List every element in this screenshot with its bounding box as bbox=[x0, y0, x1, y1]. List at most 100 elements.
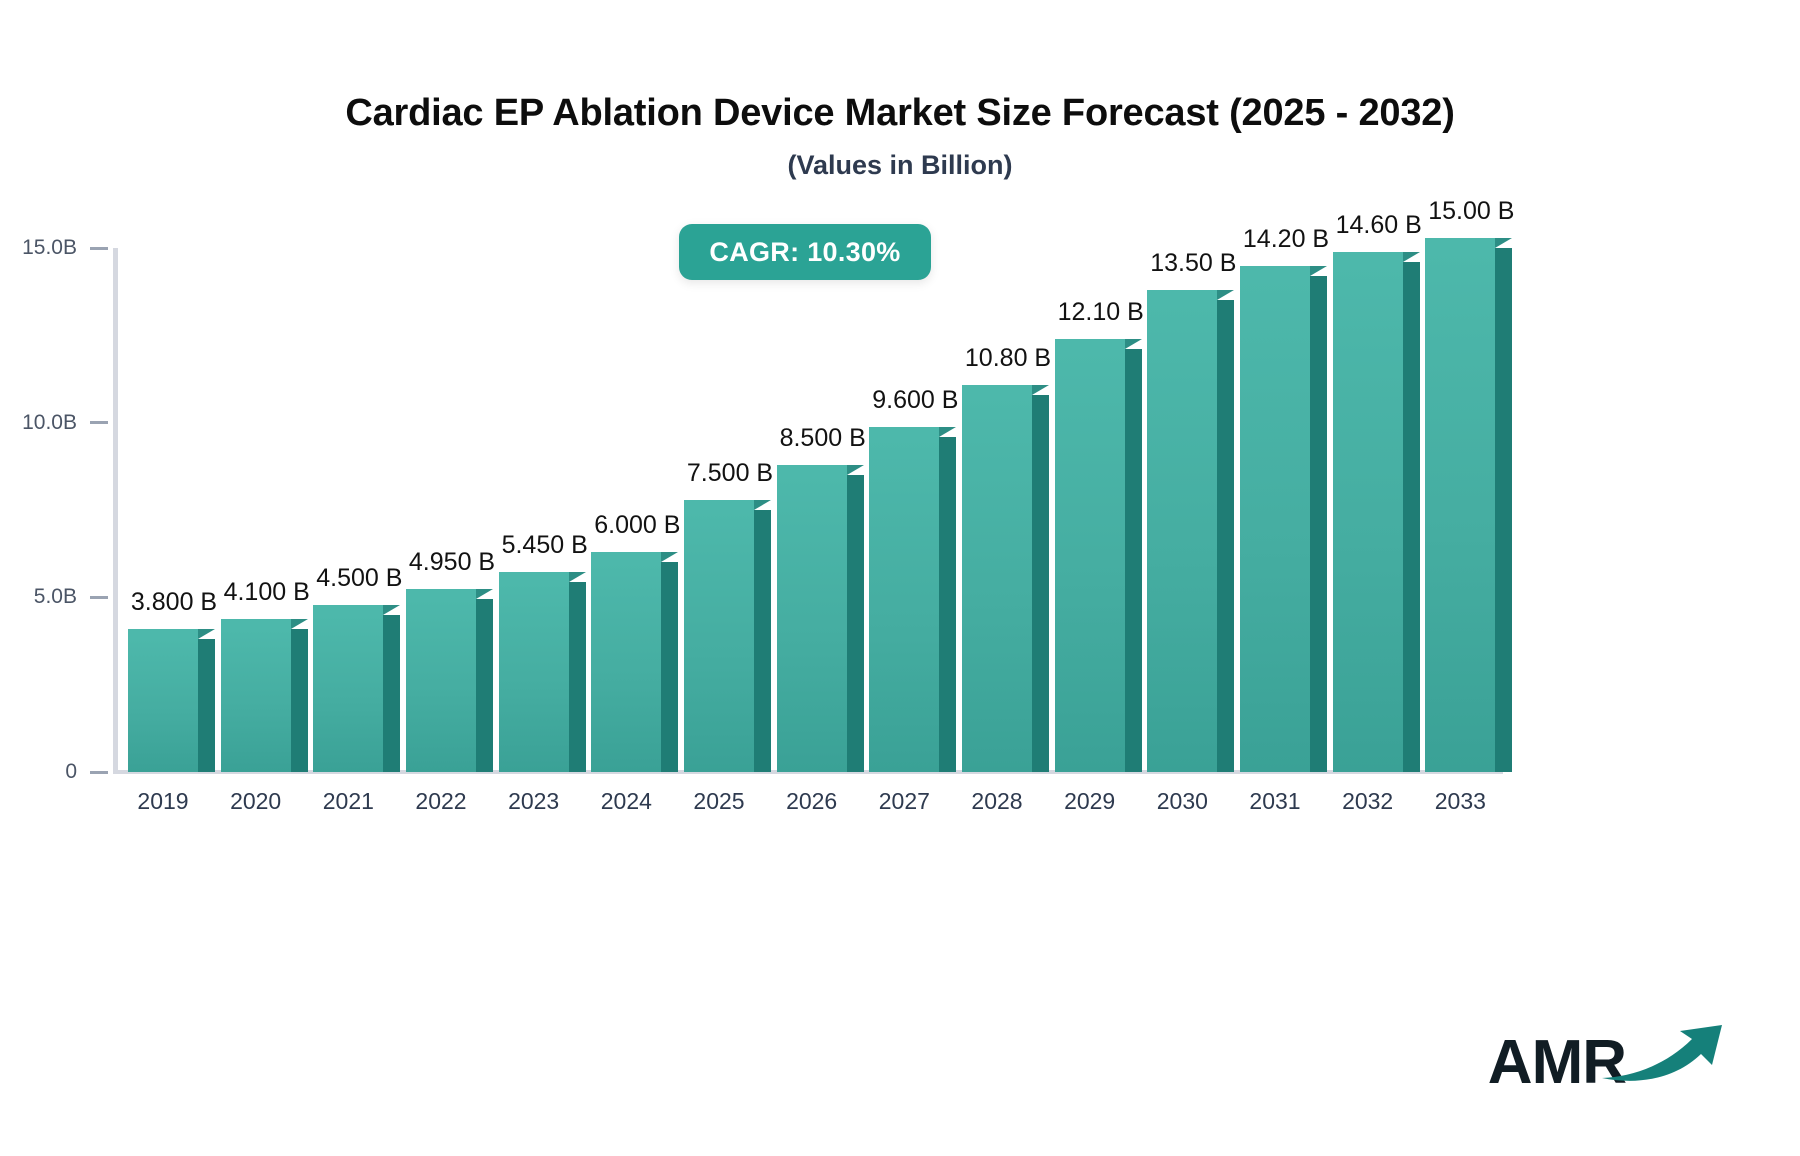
bar-side-face bbox=[568, 581, 586, 772]
bar-top-face bbox=[1332, 251, 1420, 262]
bar[interactable] bbox=[128, 629, 215, 772]
bar-side-face bbox=[290, 628, 308, 772]
bar-front-face bbox=[1332, 261, 1403, 772]
bar-side-face bbox=[1124, 349, 1142, 772]
bar-slot: 14.20 B bbox=[1240, 200, 1333, 772]
bar[interactable] bbox=[1332, 251, 1420, 772]
bar-value-label: 14.20 B bbox=[1242, 224, 1330, 253]
bar-value-label: 7.500 B bbox=[686, 459, 774, 487]
bar-front-face bbox=[1425, 248, 1496, 772]
bar-top-face bbox=[776, 465, 864, 476]
bar-side-face bbox=[1495, 248, 1513, 772]
bar-value-label: 15.00 B bbox=[1428, 197, 1515, 225]
y-axis-tick-label: 5.0B bbox=[33, 585, 77, 609]
bar[interactable] bbox=[1147, 290, 1235, 772]
bar-value-label: 8.500 B bbox=[779, 424, 866, 453]
bar-slot: 4.950 B bbox=[406, 200, 499, 772]
bar-side-face bbox=[383, 614, 401, 772]
bar-top-face bbox=[128, 629, 215, 640]
bar-value-label: 9.600 B bbox=[872, 385, 959, 414]
bar-top-face bbox=[591, 552, 679, 563]
bar-slot: 10.80 B bbox=[962, 200, 1055, 772]
bar[interactable] bbox=[591, 552, 679, 772]
bar-front-face bbox=[869, 436, 940, 772]
bar-top-face bbox=[498, 571, 586, 582]
bar-front-face bbox=[313, 614, 384, 772]
bar-front-face bbox=[128, 639, 198, 772]
bar-top-face bbox=[869, 426, 957, 437]
bar-side-face bbox=[1310, 275, 1327, 772]
y-axis-tick: 10.0B bbox=[0, 410, 108, 434]
bar-slot: 5.450 B bbox=[498, 200, 592, 772]
bar[interactable] bbox=[1054, 339, 1142, 772]
bar-value-label: 10.80 B bbox=[964, 343, 1052, 372]
bar-top-face bbox=[406, 589, 493, 600]
bar-side-face bbox=[754, 510, 771, 772]
bar-side-face bbox=[846, 475, 864, 772]
bar-slot: 8.500 B bbox=[776, 200, 870, 772]
bar-slot: 6.000 B bbox=[591, 200, 684, 772]
y-axis-tick: 15.0B bbox=[0, 236, 108, 259]
bar-series: 3.800 B 4.100 B 4.500 B 4.950 B 5.450 B 6.000… bbox=[118, 197, 1514, 772]
y-axis-tick-label: 10.0B bbox=[22, 410, 77, 434]
y-axis-tick-mark bbox=[90, 246, 108, 250]
bar[interactable] bbox=[776, 465, 864, 772]
bar-top-face bbox=[313, 604, 401, 615]
bar-front-face bbox=[498, 581, 569, 772]
bar-slot: 4.100 B bbox=[220, 200, 314, 772]
x-axis-label: 2024 bbox=[600, 788, 652, 814]
bar[interactable] bbox=[1425, 238, 1513, 772]
bar-value-label: 13.50 B bbox=[1150, 249, 1237, 278]
y-axis-tick-mark bbox=[90, 595, 108, 599]
bar-value-label: 4.950 B bbox=[408, 548, 496, 577]
x-axis-label: 2020 bbox=[230, 788, 282, 814]
y-axis-tick-label: 15.0B bbox=[22, 236, 77, 259]
y-axis-tick: 5.0B bbox=[0, 585, 108, 609]
bar[interactable] bbox=[406, 589, 493, 772]
bar[interactable] bbox=[1240, 265, 1327, 772]
bar-value-label: 6.000 B bbox=[594, 511, 681, 540]
bar-slot: 3.800 B bbox=[128, 200, 221, 772]
bar-slot: 9.600 B bbox=[869, 200, 962, 772]
bar-slot: 13.50 B bbox=[1147, 200, 1240, 772]
bar-value-label: 4.500 B bbox=[316, 563, 403, 592]
bar[interactable] bbox=[869, 426, 957, 772]
bar[interactable] bbox=[962, 384, 1049, 772]
page-title: Cardiac EP Ablation Device Market Size F… bbox=[345, 92, 1455, 134]
x-axis-label: 2025 bbox=[693, 788, 745, 814]
bar-slot: 14.60 B bbox=[1332, 200, 1426, 772]
bar[interactable] bbox=[220, 618, 308, 772]
bar-side-face bbox=[1402, 261, 1420, 772]
bar-slot: 12.10 B bbox=[1054, 200, 1148, 772]
bar-side-face bbox=[198, 639, 215, 772]
bar-front-face bbox=[962, 394, 1032, 772]
chart-subtitle: (Values in Billion) bbox=[787, 149, 1013, 180]
bar-slot: 7.500 B bbox=[684, 200, 777, 772]
bar-side-face bbox=[939, 436, 957, 772]
bar-value-label: 5.450 B bbox=[501, 530, 588, 559]
bar-front-face bbox=[406, 599, 476, 772]
bar-top-face bbox=[1425, 238, 1513, 248]
bar[interactable] bbox=[313, 604, 401, 772]
rising-arrow-icon bbox=[1600, 1021, 1730, 1090]
bar-value-label: 4.100 B bbox=[223, 577, 310, 606]
x-axis-line bbox=[113, 770, 1503, 774]
chart-header: Cardiac EP Ablation Device Market Size F… bbox=[0, 0, 1800, 181]
bar-slot: 4.500 B bbox=[313, 200, 406, 772]
bar-top-face bbox=[1240, 265, 1327, 276]
bar-front-face bbox=[1240, 275, 1310, 772]
amr-logo: AMR bbox=[1488, 1022, 1756, 1094]
bar-front-face bbox=[684, 510, 754, 772]
x-axis-label: 2031 bbox=[1249, 788, 1301, 814]
bar-top-face bbox=[962, 384, 1049, 395]
bar-front-face bbox=[1054, 349, 1125, 772]
x-axis-label: 2027 bbox=[878, 788, 930, 814]
bar[interactable] bbox=[498, 571, 586, 772]
bar-front-face bbox=[1147, 300, 1218, 772]
cagr-badge: CAGR: 10.30% bbox=[679, 224, 931, 280]
y-axis-tick-mark bbox=[90, 421, 108, 425]
bar[interactable] bbox=[684, 500, 771, 772]
y-axis-tick-label: 0 bbox=[65, 760, 77, 783]
